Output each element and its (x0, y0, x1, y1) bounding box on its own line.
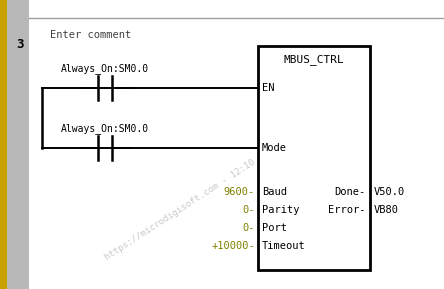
Text: Always_On:SM0.0: Always_On:SM0.0 (61, 63, 149, 74)
Bar (7, 0, 29, 289)
Text: 0-: 0- (242, 205, 255, 215)
Text: Error-: Error- (329, 205, 366, 215)
Text: https://microdigisoft.com - 12:10: https://microdigisoft.com - 12:10 (103, 158, 257, 262)
Text: Always_On:SM0.0: Always_On:SM0.0 (61, 123, 149, 134)
Bar (0, 0, 7, 289)
Bar (258, 46, 370, 270)
Text: VB80: VB80 (374, 205, 399, 215)
Text: 3: 3 (16, 38, 24, 51)
Text: Enter comment: Enter comment (50, 30, 131, 40)
Text: Port: Port (262, 223, 287, 233)
Text: +10000-: +10000- (211, 241, 255, 251)
Text: V50.0: V50.0 (374, 187, 405, 197)
Text: Timeout: Timeout (262, 241, 306, 251)
Text: Parity: Parity (262, 205, 300, 215)
Text: Baud: Baud (262, 187, 287, 197)
Text: 9600-: 9600- (224, 187, 255, 197)
Text: Mode: Mode (262, 143, 287, 153)
Text: Done-: Done- (335, 187, 366, 197)
Text: 0-: 0- (242, 223, 255, 233)
Text: MBUS_CTRL: MBUS_CTRL (284, 55, 345, 65)
Text: EN: EN (262, 83, 274, 93)
